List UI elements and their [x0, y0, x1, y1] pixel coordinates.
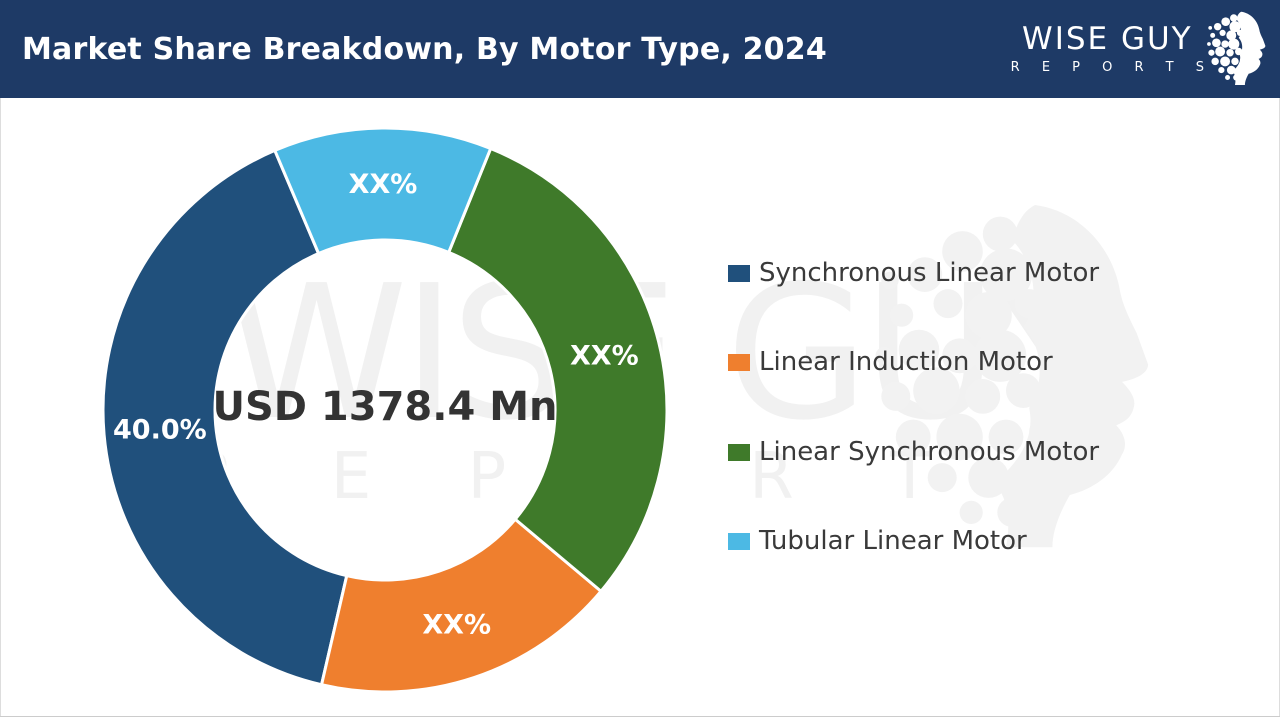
legend-label: Linear Induction Motor	[759, 347, 1053, 377]
chart-center-value: USD 1378.4 Mn	[212, 384, 558, 430]
legend-swatch	[728, 353, 750, 371]
donut-segment	[447, 147, 669, 593]
logo-subtitle: R E P O R T S	[1010, 60, 1213, 75]
header-bar: Market Share Breakdown, By Motor Type, 2…	[0, 0, 1280, 98]
page-title: Market Share Breakdown, By Motor Type, 2…	[22, 31, 827, 67]
donut-segment	[101, 148, 349, 687]
legend-item-linear-induction-motor: Linear Induction Motor	[728, 345, 1053, 379]
legend-item-linear-synchronous-motor: Linear Synchronous Motor	[728, 435, 1099, 469]
logo-text: WISE GUY R E P O R T S	[1011, 21, 1204, 75]
legend-item-synchronous-linear-motor: Synchronous Linear Motor	[728, 256, 1099, 290]
donut-segment	[320, 517, 603, 694]
frame-border-bottom	[0, 716, 1280, 717]
donut-segment	[273, 126, 493, 256]
logo-head-icon	[1207, 11, 1266, 85]
logo-wordmark: WISE GUY	[1022, 21, 1193, 57]
frame-border-left	[0, 98, 1, 716]
donut-chart: 40.0% XX% XX% XX%	[101, 126, 669, 694]
wise-guy-logo: WISE GUY R E P O R T S	[1011, 11, 1266, 87]
segment-value-label: XX%	[570, 340, 639, 371]
segment-value-label: XX%	[349, 169, 418, 200]
segment-value-label: XX%	[422, 609, 491, 640]
legend-label: Synchronous Linear Motor	[759, 258, 1100, 288]
segment-value-label: 40.0%	[113, 415, 207, 446]
legend-swatch	[728, 443, 750, 461]
legend-swatch	[728, 532, 750, 550]
legend-swatch	[728, 264, 750, 282]
legend-item-tubular-linear-motor: Tubular Linear Motor	[728, 524, 1027, 558]
legend-label: Linear Synchronous Motor	[759, 437, 1100, 467]
legend-label: Tubular Linear Motor	[759, 526, 1027, 556]
watermark-head-icon	[875, 205, 1149, 548]
